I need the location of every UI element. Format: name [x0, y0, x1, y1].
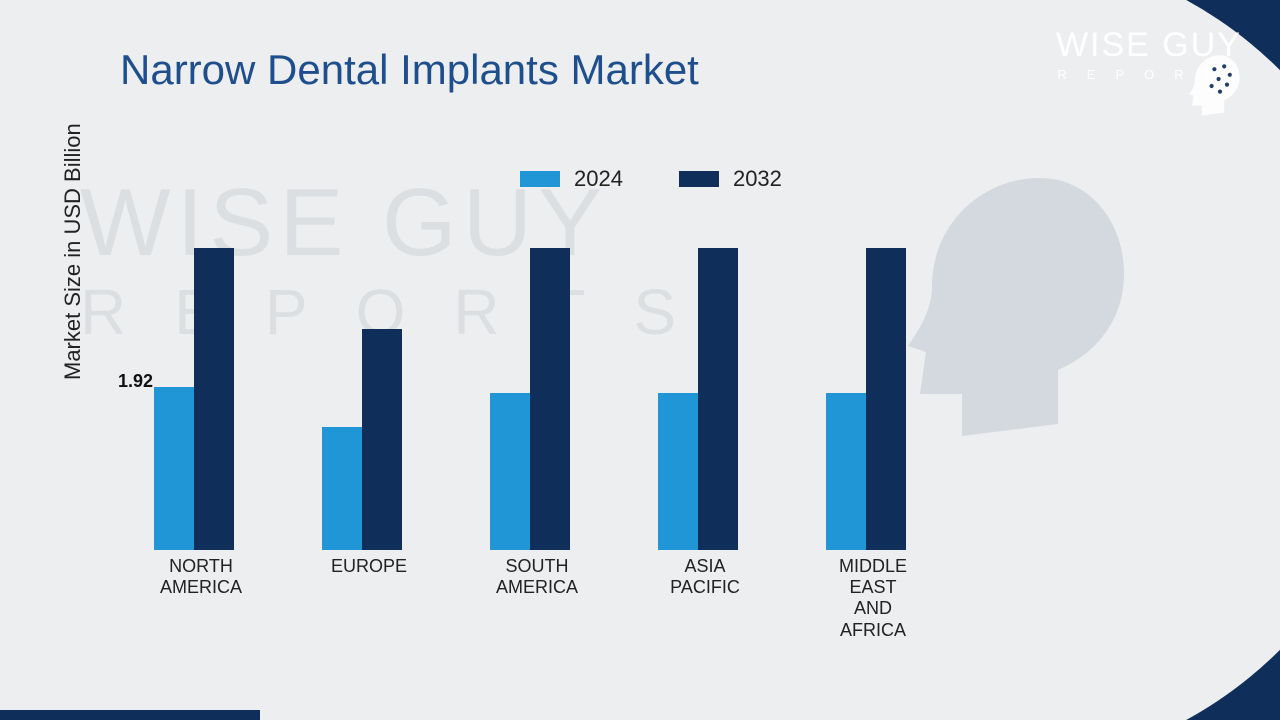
bar-2032: [194, 248, 234, 550]
brand-logo: WISE GUY REPORTS: [1056, 28, 1242, 84]
legend-label-2024: 2024: [574, 166, 623, 192]
legend: 2024 2032: [520, 166, 782, 192]
category-label: MIDDLEEASTANDAFRICA: [798, 556, 948, 641]
legend-swatch-2024: [520, 171, 560, 187]
legend-label-2032: 2032: [733, 166, 782, 192]
page-title: Narrow Dental Implants Market: [120, 46, 699, 94]
bar-2024: [826, 393, 866, 550]
category-label: EUROPE: [294, 556, 444, 577]
plot-area: [154, 210, 974, 550]
page: WISE GUY REPORTS Narrow Dental Implants …: [0, 0, 1280, 720]
bar-2024: [154, 387, 194, 550]
legend-item-2024: 2024: [520, 166, 623, 192]
brand-head-icon: [1178, 50, 1248, 122]
bar-2024: [490, 393, 530, 550]
category-label: NORTHAMERICA: [126, 556, 276, 598]
bar-2032: [530, 248, 570, 550]
bar-2024: [658, 393, 698, 550]
legend-swatch-2032: [679, 171, 719, 187]
category-label: SOUTHAMERICA: [462, 556, 612, 598]
bar-2032: [866, 248, 906, 550]
bar-2024: [322, 427, 362, 550]
category-label: ASIAPACIFIC: [630, 556, 780, 598]
bar-2032: [698, 248, 738, 550]
legend-item-2032: 2032: [679, 166, 782, 192]
bar-2032: [362, 329, 402, 550]
value-label: 1.92: [118, 371, 153, 392]
bar-chart: Market Size in USD Billion 2024 2032 1.9…: [90, 160, 990, 680]
y-axis-label: Market Size in USD Billion: [60, 123, 86, 380]
footer-accent-bar: [0, 710, 260, 720]
